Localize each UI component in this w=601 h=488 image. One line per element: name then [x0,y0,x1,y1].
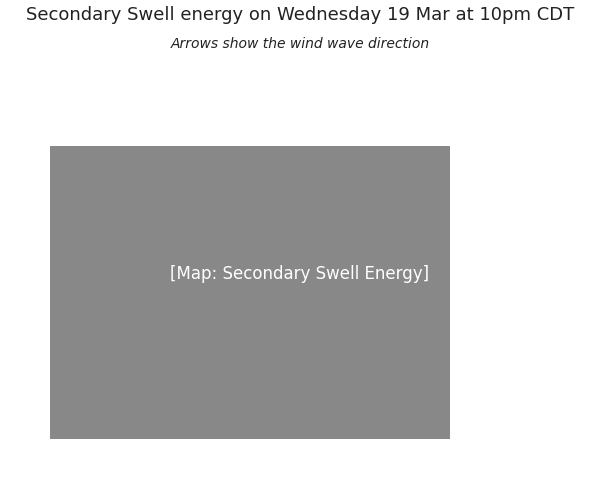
Text: Secondary Swell energy on Wednesday 19 Mar at 10pm CDT: Secondary Swell energy on Wednesday 19 M… [26,6,575,23]
Text: Arrows show the wind wave direction: Arrows show the wind wave direction [171,37,430,51]
Text: [Map: Secondary Swell Energy]: [Map: Secondary Swell Energy] [171,264,430,282]
Bar [50,146,450,439]
